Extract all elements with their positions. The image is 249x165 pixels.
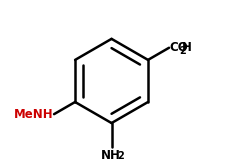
Text: 2: 2 [179, 46, 186, 56]
Text: NH: NH [101, 149, 121, 162]
Text: CO: CO [170, 41, 188, 54]
Text: MeNH: MeNH [14, 108, 53, 121]
Text: H: H [182, 41, 191, 54]
Text: 2: 2 [117, 151, 124, 161]
